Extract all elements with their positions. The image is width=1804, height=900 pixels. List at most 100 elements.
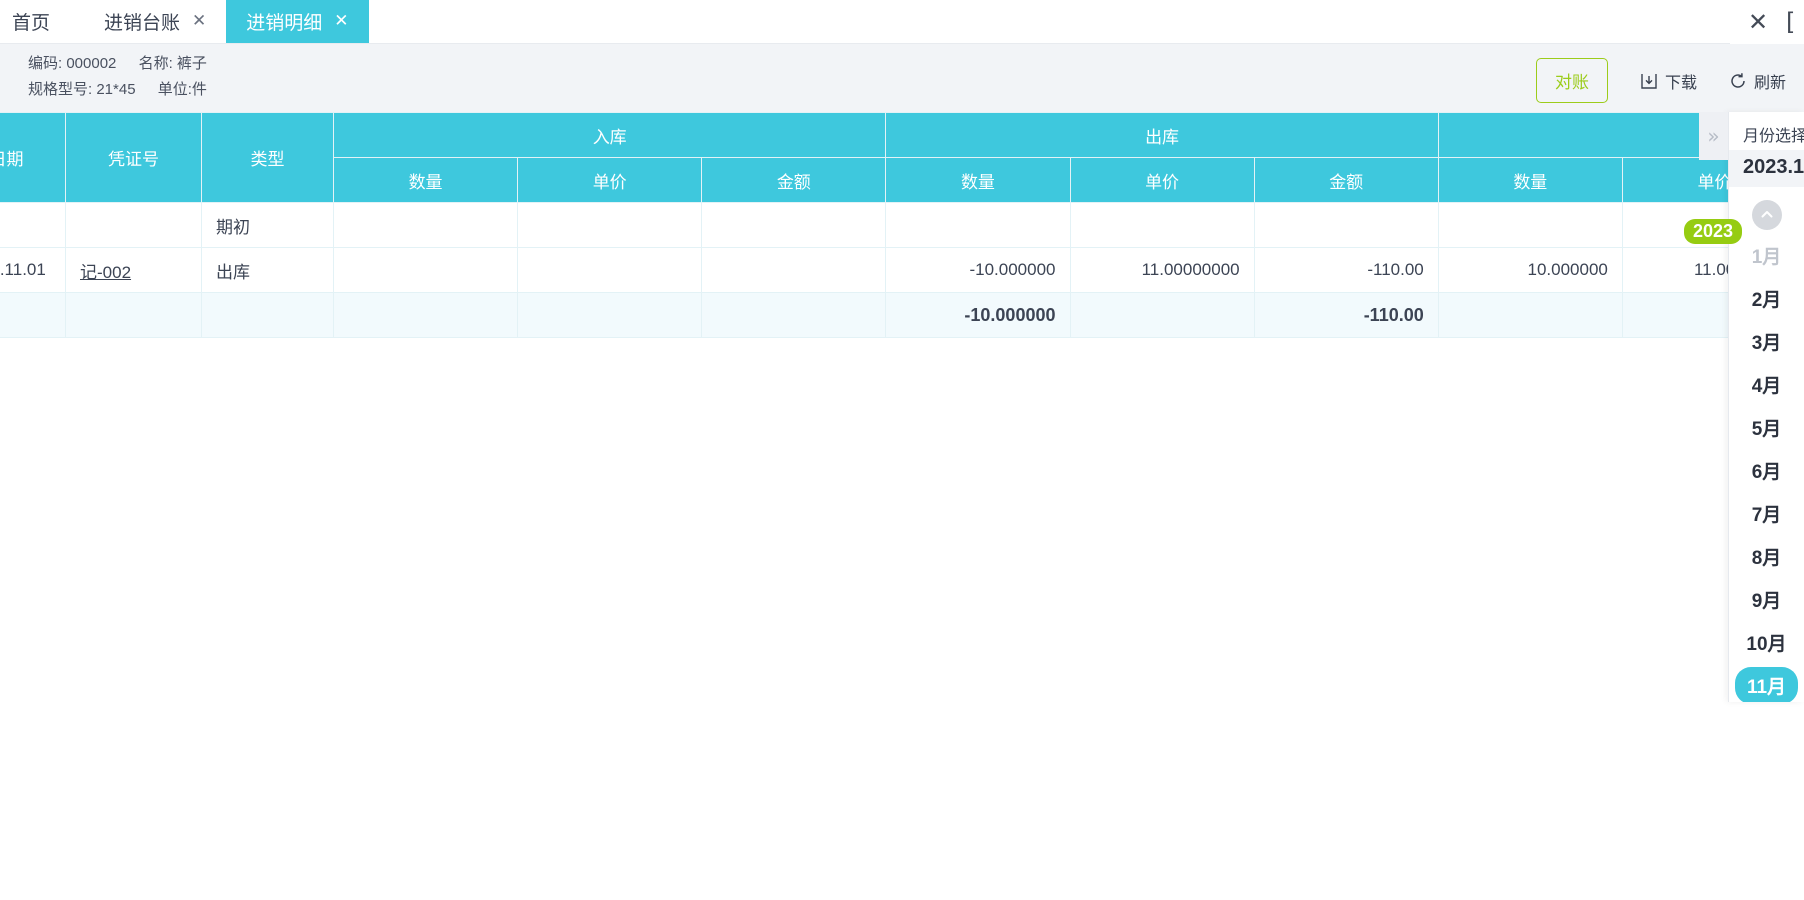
col-in-qty[interactable]: 数量 xyxy=(332,157,519,203)
cell-in-qty xyxy=(332,247,519,293)
cell-voucher: 记-002 xyxy=(65,247,202,293)
product-spec: 规格型号: 21*45 xyxy=(28,81,136,98)
download-button[interactable]: 下载 xyxy=(1640,69,1697,93)
table-row[interactable]: 期初 xyxy=(0,202,1728,248)
cell-summary-bal-qty xyxy=(1437,292,1623,338)
table-head: 日期 凭证号 类型 入库 出库 数量 单价 金额 数量 单价 金额 数量 单价 xyxy=(0,112,1728,203)
month-item-1[interactable]: 1月 xyxy=(1751,247,1782,268)
tab-close-icon[interactable]: ✕ xyxy=(334,11,349,31)
month-picker-panel: 月份选择 2023.11 1月 2月 3月 4月 5月 6月 7月 8月 9月 … xyxy=(1728,112,1804,702)
info-row-2: 规格型号: 21*45 单位:件 xyxy=(28,77,225,103)
tab-home[interactable]: 首页 xyxy=(0,0,85,43)
cell-out-price xyxy=(1069,202,1255,248)
cell-summary-voucher xyxy=(65,292,202,338)
cell-date xyxy=(0,202,66,248)
voucher-link[interactable]: 记-002 xyxy=(80,262,132,282)
refresh-icon xyxy=(1729,72,1747,90)
col-out-amount[interactable]: 金额 xyxy=(1253,157,1439,203)
product-code: 编码: 000002 xyxy=(28,55,117,72)
detail-table-scroll[interactable]: 日期 凭证号 类型 入库 出库 数量 单价 金额 数量 单价 金额 数量 单价 xyxy=(0,112,1728,342)
month-item-6[interactable]: 6月 xyxy=(1751,462,1782,483)
cell-bal-qty xyxy=(1437,202,1623,248)
col-out-price[interactable]: 单价 xyxy=(1069,157,1255,203)
reconcile-button[interactable]: 对账 xyxy=(1535,58,1608,103)
month-item-7[interactable]: 7月 xyxy=(1751,505,1782,526)
month-item-8[interactable]: 8月 xyxy=(1751,548,1782,569)
col-in-amount[interactable]: 金额 xyxy=(701,157,887,203)
cell-summary-label: 合计 xyxy=(0,292,66,338)
tab-ledger[interactable]: 进销台账 ✕ xyxy=(84,0,227,43)
cell-summary-in-amount xyxy=(701,292,887,338)
info-toolbar: 编码: 000002 名称: 裤子 规格型号: 21*45 单位:件 对账 下载 xyxy=(0,44,1804,112)
info-row-1: 编码: 000002 名称: 裤子 xyxy=(28,51,225,77)
scroll-up-icon[interactable] xyxy=(1751,200,1782,230)
col-type[interactable]: 类型 xyxy=(201,112,334,203)
tab-label: 进销台账 xyxy=(104,13,181,34)
month-item-4[interactable]: 4月 xyxy=(1751,376,1782,397)
cell-summary-out-amount: -110.00 xyxy=(1253,292,1439,338)
cell-bal-price: 11.00000000 xyxy=(1621,247,1728,293)
cell-in-amount xyxy=(701,247,887,293)
cell-in-amount xyxy=(701,202,887,248)
col-group-balance[interactable] xyxy=(1437,112,1728,158)
cell-summary-in-price xyxy=(517,292,703,338)
col-out-qty[interactable]: 数量 xyxy=(885,157,1071,203)
cell-in-price xyxy=(517,247,703,293)
refresh-label: 刷新 xyxy=(1753,74,1786,92)
maximize-icon[interactable]: [ xyxy=(1786,0,1804,44)
cell-summary-out-qty: -10.000000 xyxy=(885,292,1071,338)
side-panel-toggle-icon[interactable]: » xyxy=(1699,112,1728,160)
cell-out-qty xyxy=(885,202,1071,248)
cell-bal-qty: 10.000000 xyxy=(1437,247,1623,293)
refresh-button[interactable]: 刷新 xyxy=(1729,69,1786,93)
product-unit: 单位:件 xyxy=(157,81,207,98)
cell-summary-bal-price xyxy=(1621,292,1728,338)
window-controls: ✕ [ xyxy=(1730,0,1804,44)
product-info: 编码: 000002 名称: 裤子 规格型号: 21*45 单位:件 xyxy=(28,51,225,103)
cell-summary-out-price xyxy=(1069,292,1255,338)
month-item-2[interactable]: 2月 xyxy=(1751,290,1782,311)
header-row-group: 日期 凭证号 类型 入库 出库 xyxy=(0,112,1728,203)
download-icon xyxy=(1640,72,1658,90)
cell-in-qty xyxy=(332,202,519,248)
cell-summary-type xyxy=(201,292,334,338)
col-voucher[interactable]: 凭证号 xyxy=(65,112,202,203)
col-in-price[interactable]: 单价 xyxy=(517,157,703,203)
month-picker-current: 2023.11 xyxy=(1729,150,1804,187)
cell-date: 2023.11.01 xyxy=(0,247,66,293)
cell-summary-in-qty xyxy=(332,292,519,338)
month-item-5[interactable]: 5月 xyxy=(1751,419,1782,440)
table-row[interactable]: 2023.11.01 记-002 出库 -10.000000 11.000000… xyxy=(0,247,1728,293)
year-badge: 2023 xyxy=(1683,219,1742,244)
col-group-outbound[interactable]: 出库 xyxy=(885,112,1439,158)
col-bal-price[interactable]: 单价 xyxy=(1621,157,1728,203)
col-group-inbound[interactable]: 入库 xyxy=(332,112,887,158)
table-summary-row: 合计 -10.000000 -110.00 xyxy=(0,292,1728,338)
download-label: 下载 xyxy=(1664,74,1697,92)
col-date[interactable]: 日期 xyxy=(0,112,66,203)
month-item-3[interactable]: 3月 xyxy=(1751,333,1782,354)
product-name: 名称: 裤子 xyxy=(138,55,207,72)
tab-detail[interactable]: 进销明细 ✕ xyxy=(226,0,369,43)
col-bal-qty[interactable]: 数量 xyxy=(1437,157,1623,203)
tab-close-icon[interactable]: ✕ xyxy=(192,11,207,31)
table-body: 期初 2023.11.01 记-002 出库 xyxy=(0,202,1728,338)
cell-type: 期初 xyxy=(201,202,334,248)
tab-label: 进销明细 xyxy=(246,13,323,34)
month-item-11[interactable]: 11月 xyxy=(1734,667,1799,702)
tab-label: 首页 xyxy=(12,13,51,34)
close-icon[interactable]: ✕ xyxy=(1730,0,1786,44)
month-item-10[interactable]: 10月 xyxy=(1746,634,1787,655)
cell-in-price xyxy=(517,202,703,248)
cell-out-amount xyxy=(1253,202,1439,248)
detail-table: 日期 凭证号 类型 入库 出库 数量 单价 金额 数量 单价 金额 数量 单价 xyxy=(0,112,1728,338)
header-row-sub: 数量 单价 金额 数量 单价 金额 数量 单价 xyxy=(0,157,1728,203)
cell-type: 出库 xyxy=(201,247,334,293)
month-list: 1月 2月 3月 4月 5月 6月 7月 8月 9月 10月 11月 12月 xyxy=(1729,187,1804,702)
cell-out-amount: -110.00 xyxy=(1253,247,1439,293)
tab-bar: 首页 进销台账 ✕ 进销明细 ✕ ✕ [ xyxy=(0,0,1804,44)
month-item-9[interactable]: 9月 xyxy=(1751,591,1782,612)
month-picker-title: 月份选择 xyxy=(1743,128,1804,145)
action-toolbar: 对账 下载 刷新 xyxy=(1535,58,1786,103)
